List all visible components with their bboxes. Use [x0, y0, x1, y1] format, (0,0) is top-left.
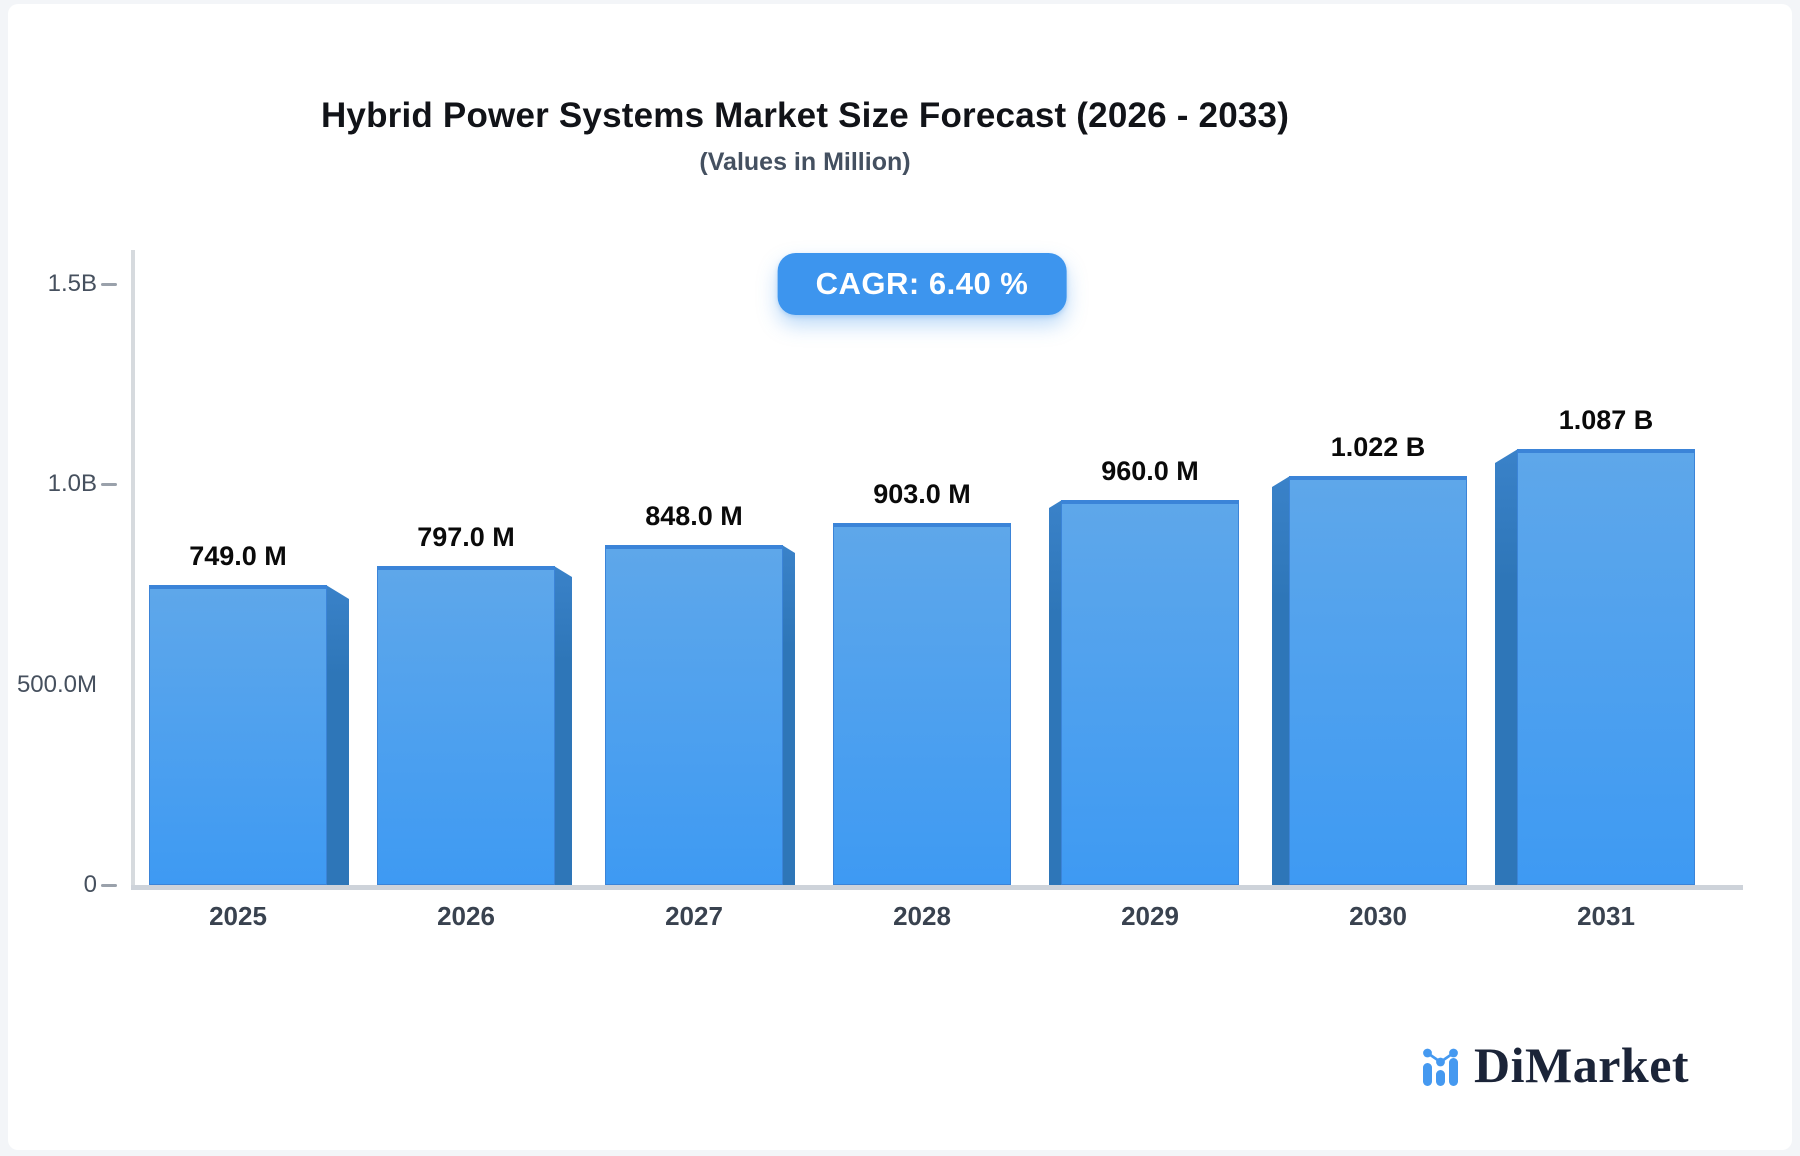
- bar-3d-side: [1049, 500, 1062, 885]
- bar-value-label: 1.087 B: [1558, 405, 1654, 435]
- x-axis-label-2029: 2029: [1121, 901, 1179, 931]
- x-axis-baseline: [131, 885, 1743, 890]
- bar-3d-side: [782, 545, 795, 885]
- y-tick-dash: [101, 883, 117, 887]
- bar-value-label: 903.0 M: [873, 479, 971, 509]
- y-tick-dash: [101, 282, 117, 286]
- x-axis-label-2025: 2025: [209, 901, 267, 931]
- x-axis-label-2031: 2031: [1577, 901, 1635, 931]
- x-axis-label-2026: 2026: [437, 901, 495, 931]
- bar-3d-side: [1272, 476, 1290, 885]
- bar-value-label: 960.0 M: [1101, 456, 1199, 486]
- bar-3d-side: [554, 566, 572, 885]
- bar-2028: [833, 523, 1011, 885]
- bar-3d-side: [326, 585, 349, 885]
- bar-3d-side: [1495, 449, 1518, 885]
- y-tick-label: 1.0B: [47, 470, 97, 498]
- chart-subtitle: (Values in Million): [699, 148, 911, 176]
- cagr-badge: CAGR: 6.40 %: [777, 253, 1067, 315]
- x-axis-label-2027: 2027: [665, 901, 723, 931]
- bar-2030: [1289, 476, 1467, 885]
- y-tick-label: 0: [83, 871, 97, 898]
- dimarket-logo-icon: [1423, 1048, 1458, 1086]
- bar-value-label: 797.0 M: [417, 522, 515, 552]
- x-axis-label-2028: 2028: [893, 901, 951, 931]
- bar-value-label: 848.0 M: [645, 501, 743, 531]
- y-axis-line: [131, 250, 135, 890]
- bar-value-label: 749.0 M: [189, 541, 287, 571]
- bar-2031: [1517, 449, 1695, 885]
- x-axis-label-2030: 2030: [1349, 901, 1407, 931]
- bar-value-label: 1.022 B: [1330, 432, 1426, 462]
- bar-2029: [1061, 500, 1239, 885]
- bar-2026: [377, 566, 555, 885]
- logo-text: DiMarket: [1474, 1037, 1690, 1093]
- y-tick-dash: [101, 482, 117, 486]
- y-tick-label: 1.5B: [47, 270, 97, 297]
- bar-2025: [149, 585, 327, 885]
- bar-2027: [605, 545, 783, 885]
- chart-title: Hybrid Power Systems Market Size Forecas…: [320, 96, 1290, 135]
- y-tick-label: 500.0M: [16, 670, 97, 698]
- logo: DiMarket: [1418, 1040, 1689, 1090]
